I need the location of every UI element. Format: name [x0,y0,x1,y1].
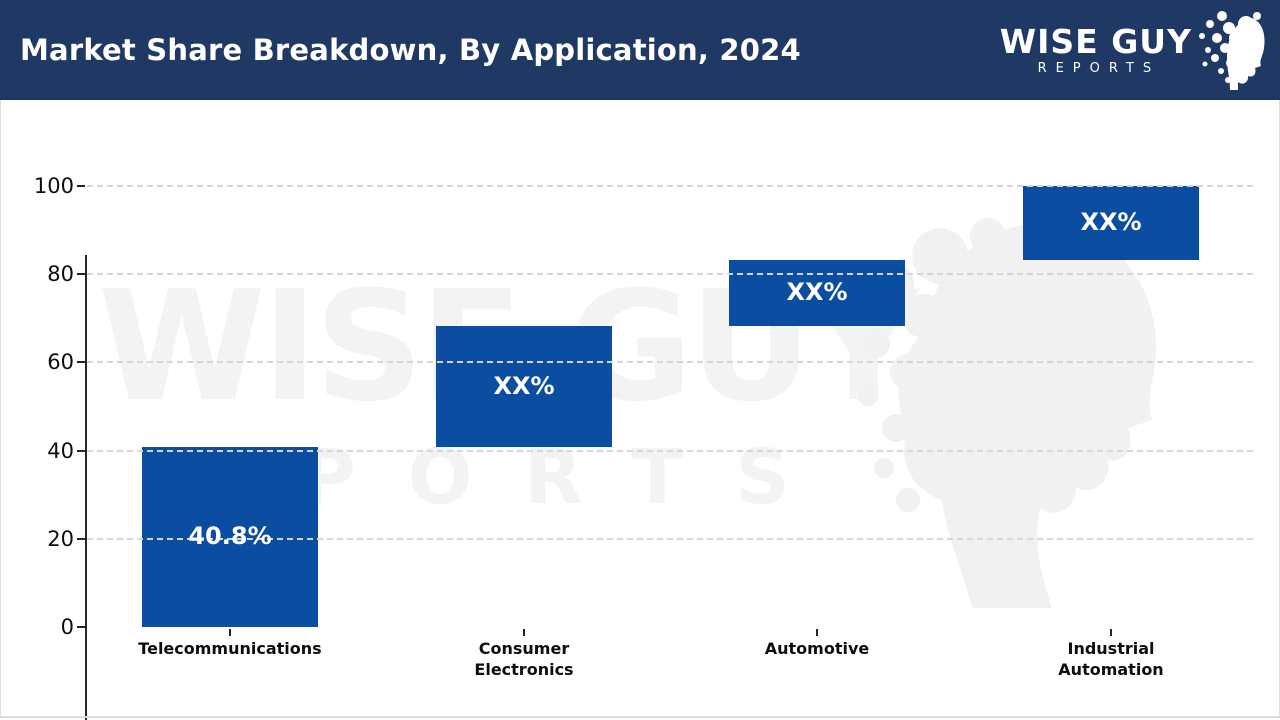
y-tick-mark-100 [77,185,85,187]
gridline-60 [87,361,1253,363]
x-axis-label-industrial-automation: Industrial Automation [1058,639,1164,679]
y-tick-label-80: 80 [47,262,74,286]
watermark-face-icon [848,208,1192,612]
y-tick-mark-60 [77,361,85,363]
y-tick-label-60: 60 [47,350,74,374]
x-axis-label-consumer-electronics: Consumer Electronics [474,639,574,679]
gridline-100 [87,185,1253,187]
x-tick-mark-consumer-electronics [523,629,525,636]
bar-telecommunications [142,447,318,627]
brand-subtitle: REPORTS [1037,61,1161,76]
bar-value-label-telecommunications: 40.8% [188,522,272,550]
bar-value-label-consumer-electronics: XX% [493,372,555,400]
bar-automotive [729,260,905,326]
bar-industrial-automation [1023,186,1199,260]
brand-logo-text: WISE GUY REPORTS [1000,25,1192,75]
x-axis-label-automotive: Automotive [764,639,870,658]
header: Market Share Breakdown, By Application, … [0,0,1280,100]
brand-logo: WISE GUY REPORTS [1000,6,1266,94]
x-axis-label-telecommunications: Telecommunications [138,639,322,658]
x-tick-mark-industrial-automation [1110,629,1112,636]
y-axis-line [85,255,87,720]
y-tick-label-100: 100 [33,174,74,198]
x-tick-mark-telecommunications [229,629,231,636]
y-tick-mark-80 [77,273,85,275]
bar-consumer-electronics [436,326,612,447]
page-title: Market Share Breakdown, By Application, … [20,33,801,67]
gridline-20 [87,538,1253,540]
brand-face-icon [1194,6,1266,94]
y-tick-label-20: 20 [47,527,74,551]
y-tick-mark-0 [77,626,85,628]
gridline-80 [87,273,1253,275]
plot-area [0,100,1280,720]
bar-value-label-automotive: XX% [786,278,848,306]
gridline-40 [87,450,1253,452]
y-tick-mark-40 [77,450,85,452]
y-tick-label-40: 40 [47,439,74,463]
bar-value-label-industrial-automation: XX% [1080,208,1142,236]
y-tick-mark-20 [77,538,85,540]
y-tick-label-0: 0 [60,615,74,639]
brand-name: WISE GUY [999,22,1192,61]
x-tick-mark-automotive [816,629,818,636]
